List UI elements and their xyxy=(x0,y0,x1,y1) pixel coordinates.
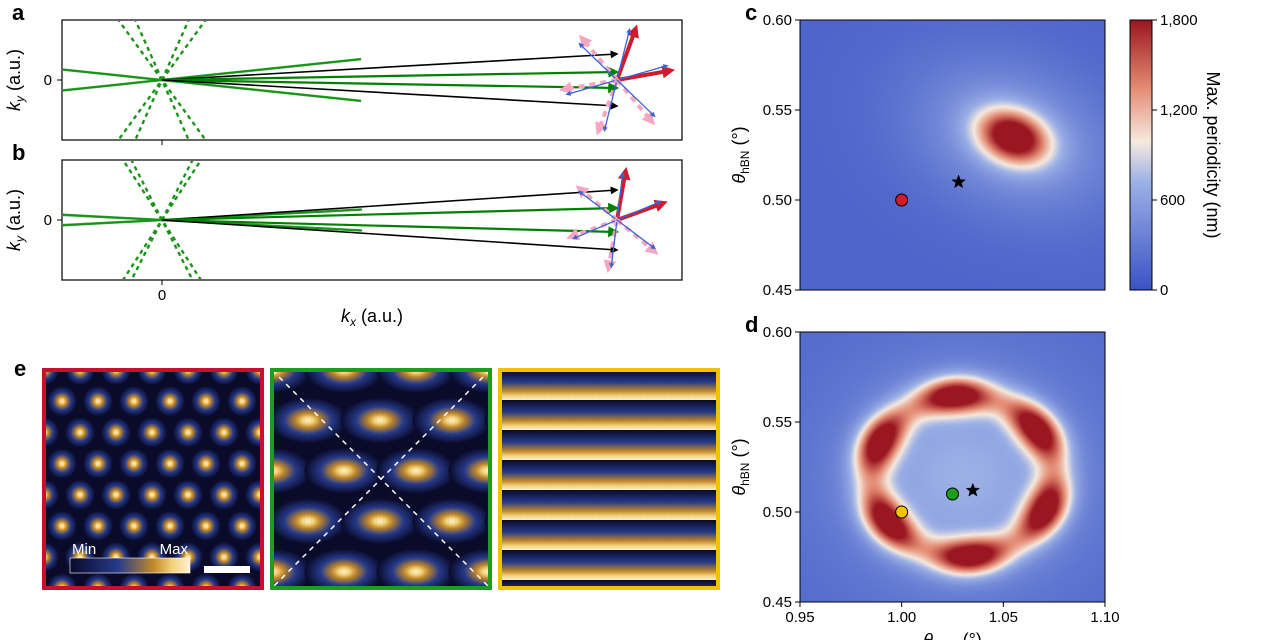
svg-text:600: 600 xyxy=(1160,192,1185,209)
svg-text:1.05: 1.05 xyxy=(989,609,1018,626)
svg-text:0.45: 0.45 xyxy=(763,282,792,299)
svg-text:a: a xyxy=(12,0,25,25)
svg-text:ky (a.u.): ky (a.u.) xyxy=(4,49,27,111)
svg-text:kx (a.u.): kx (a.u.) xyxy=(341,306,403,329)
svg-text:0.50: 0.50 xyxy=(763,504,792,521)
svg-text:0.60: 0.60 xyxy=(763,324,792,341)
svg-text:0: 0 xyxy=(44,72,52,89)
svg-text:b: b xyxy=(12,140,25,165)
svg-text:0.55: 0.55 xyxy=(763,102,792,119)
heatmap-panel: 0.450.500.550.600.951.001.051.10θTBG (°)… xyxy=(729,312,1120,640)
svg-text:Max. periodicity (nm): Max. periodicity (nm) xyxy=(1203,71,1223,238)
svg-text:e: e xyxy=(14,356,26,381)
svg-text:0: 0 xyxy=(158,287,166,304)
svg-text:ky (a.u.): ky (a.u.) xyxy=(4,189,27,251)
svg-text:1.10: 1.10 xyxy=(1090,609,1119,626)
svg-text:c: c xyxy=(745,0,757,25)
figure: { "canvas": { "width": 1269, "height": 6… xyxy=(0,0,1269,640)
svg-text:θhBN (°): θhBN (°) xyxy=(729,438,752,495)
svg-text:0.60: 0.60 xyxy=(763,12,792,29)
svg-text:θTBG (°): θTBG (°) xyxy=(923,630,982,640)
moire-tile xyxy=(500,340,718,640)
svg-text:θhBN (°): θhBN (°) xyxy=(729,126,752,183)
svg-text:1.00: 1.00 xyxy=(887,609,916,626)
svg-text:0.55: 0.55 xyxy=(763,414,792,431)
svg-text:1,800: 1,800 xyxy=(1160,12,1198,29)
svg-text:Max: Max xyxy=(160,541,189,558)
svg-text:1,200: 1,200 xyxy=(1160,102,1198,119)
heatmap-panel: 0.45 0.50 0.55 0.60 θhBN (°) c xyxy=(729,0,1105,299)
svg-text:0.95: 0.95 xyxy=(785,609,814,626)
svg-text:0: 0 xyxy=(44,212,52,229)
svg-text:0: 0 xyxy=(1160,282,1168,299)
svg-text:0.50: 0.50 xyxy=(763,192,792,209)
svg-text:Min: Min xyxy=(72,541,96,558)
svg-text:d: d xyxy=(745,312,758,337)
